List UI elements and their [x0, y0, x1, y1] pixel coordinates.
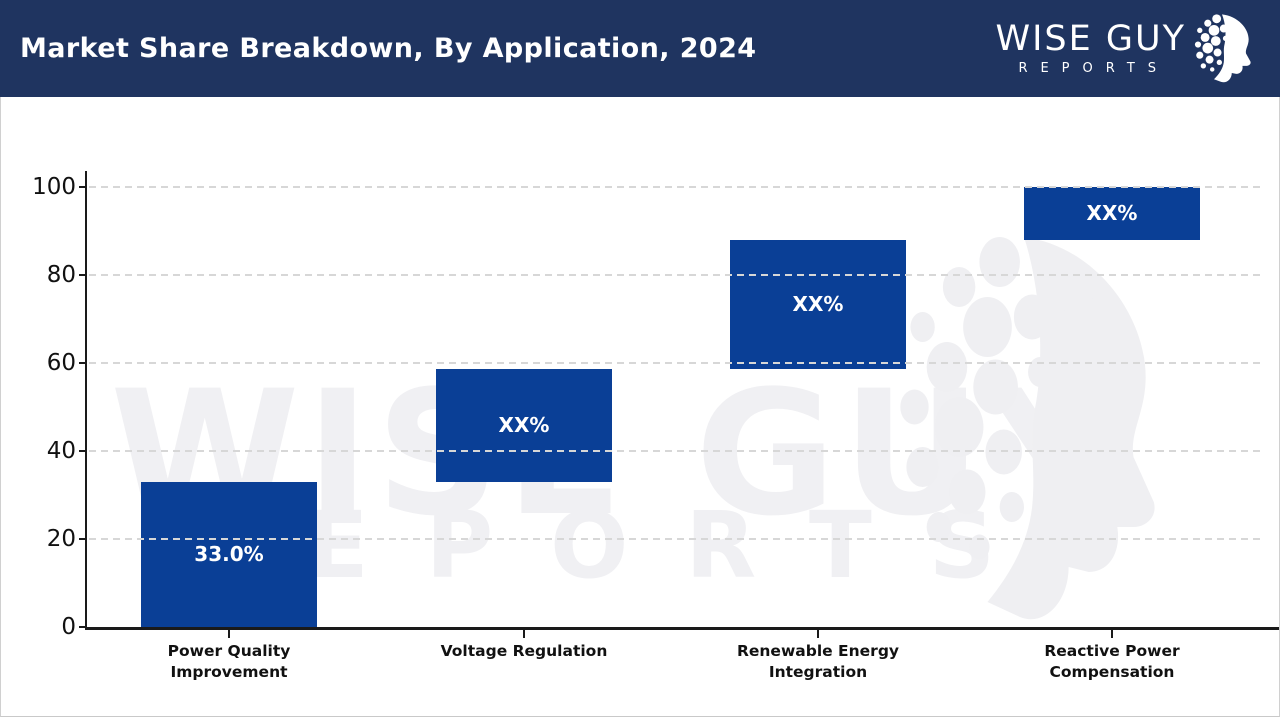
y-axis-tick: [79, 537, 87, 541]
waterfall-bar-segment: XX%: [436, 369, 612, 482]
logo-head-icon: [1194, 13, 1251, 82]
y-gridline: [89, 538, 1262, 540]
x-category-label: Renewable Energy Integration: [736, 642, 900, 682]
y-axis-tick-label: 60: [46, 349, 76, 376]
y-axis-tick: [79, 361, 87, 365]
y-gridline: [89, 186, 1262, 188]
bar-value-label: 33.0%: [194, 542, 264, 567]
y-axis-tick: [79, 273, 87, 277]
x-category-label: Reactive Power Compensation: [1044, 642, 1180, 682]
waterfall-bar-segment: XX%: [1024, 187, 1200, 240]
y-axis-tick: [79, 449, 87, 453]
logo-text: WISE GUY REPORTS: [995, 18, 1186, 76]
y-axis-tick-label: 100: [32, 173, 76, 200]
watermark-head-icon: [900, 237, 1155, 620]
y-gridline: [89, 274, 1262, 276]
report-header: Market Share Breakdown, By Application, …: [0, 0, 1280, 97]
y-gridline: [89, 362, 1262, 364]
x-axis-line: [84, 627, 1280, 630]
y-axis-tick-label: 40: [46, 437, 76, 464]
logo-brand-label: WISE GUY: [995, 18, 1186, 59]
bar-value-label: XX%: [498, 413, 550, 438]
waterfall-bar-segment: XX%: [730, 239, 906, 370]
y-axis-tick: [79, 625, 87, 629]
waterfall-bar-segment: 33.0%: [141, 481, 317, 627]
y-gridline: [89, 450, 1262, 452]
x-axis-tick: [522, 630, 526, 638]
y-axis-tick-label: 0: [61, 613, 76, 640]
bar-value-label: XX%: [792, 292, 844, 317]
page-title: Market Share Breakdown, By Application, …: [20, 33, 757, 64]
x-axis-tick: [1110, 630, 1114, 638]
bar-value-label: XX%: [1086, 201, 1138, 226]
y-axis-tick-label: 80: [46, 261, 76, 288]
x-axis-tick: [816, 630, 820, 638]
x-axis-tick: [227, 630, 231, 638]
y-axis-line: [84, 171, 87, 630]
wise-guy-reports-logo: WISE GUY REPORTS: [995, 11, 1254, 87]
y-axis-tick-label: 20: [46, 525, 76, 552]
x-category-label: Voltage Regulation: [440, 642, 608, 660]
y-axis-tick: [79, 185, 87, 189]
logo-sub-label: REPORTS: [1018, 60, 1170, 76]
x-category-label: Power Quality Improvement: [167, 642, 291, 682]
